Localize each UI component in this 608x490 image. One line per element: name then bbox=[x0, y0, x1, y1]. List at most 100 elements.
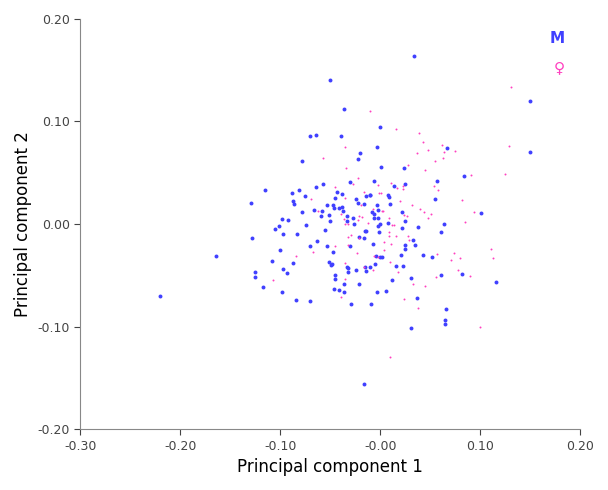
Point bbox=[500, 170, 510, 178]
Point bbox=[370, 252, 379, 260]
Point bbox=[376, 163, 385, 171]
Point bbox=[337, 191, 347, 198]
Point bbox=[396, 251, 406, 259]
Point bbox=[426, 210, 436, 218]
Point bbox=[289, 200, 299, 208]
Point bbox=[277, 215, 287, 222]
Point bbox=[334, 204, 344, 212]
Point bbox=[354, 234, 364, 242]
Point bbox=[375, 228, 384, 236]
Point bbox=[412, 149, 422, 157]
Point bbox=[334, 286, 344, 294]
Point bbox=[246, 199, 256, 207]
Point bbox=[400, 245, 410, 253]
Point bbox=[402, 212, 412, 220]
Point bbox=[313, 237, 322, 245]
Point bbox=[365, 191, 375, 198]
Text: M: M bbox=[550, 31, 565, 46]
Point bbox=[409, 236, 418, 244]
Point bbox=[385, 258, 395, 266]
Point bbox=[398, 185, 407, 193]
Point bbox=[337, 203, 347, 211]
Point bbox=[373, 143, 382, 150]
Point bbox=[403, 233, 413, 241]
Point bbox=[459, 172, 469, 180]
Point bbox=[250, 268, 260, 276]
Point bbox=[361, 192, 371, 200]
Point bbox=[211, 252, 221, 260]
Point bbox=[367, 209, 376, 217]
Point bbox=[372, 288, 382, 296]
Point bbox=[378, 253, 387, 261]
Point bbox=[339, 288, 348, 295]
Point bbox=[328, 201, 337, 209]
Point bbox=[506, 83, 516, 91]
Point bbox=[384, 228, 394, 236]
Point bbox=[305, 242, 315, 249]
Point bbox=[418, 138, 428, 146]
Point bbox=[392, 184, 401, 192]
Point bbox=[365, 107, 375, 115]
Point bbox=[390, 221, 399, 229]
Point bbox=[432, 250, 442, 258]
Point bbox=[373, 214, 383, 221]
Point bbox=[413, 223, 423, 231]
Point bbox=[354, 173, 364, 181]
Point bbox=[274, 222, 284, 230]
Point bbox=[343, 233, 353, 241]
Point bbox=[322, 201, 332, 209]
Point bbox=[399, 164, 409, 171]
Point bbox=[354, 280, 364, 288]
Point bbox=[389, 182, 399, 190]
Point bbox=[336, 210, 346, 218]
Point bbox=[319, 154, 328, 162]
Point bbox=[330, 271, 340, 279]
Point bbox=[292, 230, 302, 238]
Point bbox=[278, 230, 288, 238]
Point bbox=[457, 270, 467, 278]
Point bbox=[385, 200, 395, 208]
Point bbox=[395, 197, 405, 205]
Point bbox=[326, 261, 336, 269]
Point bbox=[325, 211, 334, 219]
Point bbox=[457, 196, 467, 204]
Point bbox=[288, 189, 297, 196]
Point bbox=[328, 248, 337, 256]
Point bbox=[342, 212, 352, 220]
Point bbox=[414, 129, 424, 137]
Point bbox=[336, 132, 346, 140]
Point bbox=[398, 182, 408, 190]
Point bbox=[305, 132, 314, 140]
Point bbox=[449, 249, 459, 257]
Point bbox=[371, 201, 381, 209]
Point bbox=[368, 267, 378, 274]
Point bbox=[283, 216, 292, 224]
Point bbox=[374, 189, 384, 196]
Point bbox=[353, 216, 362, 223]
Point bbox=[370, 210, 379, 218]
Point bbox=[332, 188, 342, 196]
Point bbox=[313, 207, 322, 215]
Point bbox=[378, 207, 388, 215]
Point bbox=[339, 215, 349, 223]
Point bbox=[317, 207, 326, 215]
Point bbox=[407, 273, 416, 281]
Point bbox=[387, 221, 396, 229]
Point bbox=[377, 207, 387, 215]
Point bbox=[338, 207, 348, 215]
Point bbox=[429, 182, 438, 190]
Point bbox=[399, 294, 409, 302]
Point bbox=[358, 214, 367, 221]
Point bbox=[434, 186, 443, 194]
Point bbox=[415, 205, 425, 213]
Point bbox=[413, 304, 423, 312]
Point bbox=[525, 148, 535, 156]
Point bbox=[282, 270, 292, 277]
Point bbox=[373, 181, 383, 189]
Point bbox=[340, 194, 350, 202]
Point bbox=[339, 105, 349, 113]
Point bbox=[375, 220, 385, 228]
Point bbox=[363, 219, 373, 227]
Point bbox=[419, 208, 429, 216]
Point bbox=[412, 294, 422, 302]
